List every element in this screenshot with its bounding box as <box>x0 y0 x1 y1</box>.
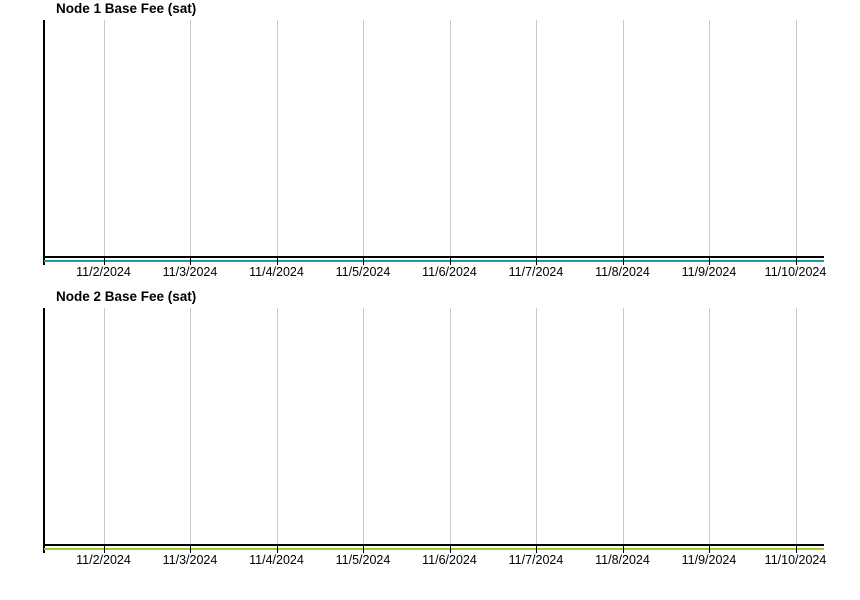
vertical-gridline <box>363 20 364 256</box>
x-axis-tick <box>709 256 710 265</box>
x-axis-label: 11/3/2024 <box>162 265 218 279</box>
x-axis-tick <box>363 256 364 265</box>
x-axis-label: 11/5/2024 <box>335 265 391 279</box>
vertical-gridline <box>709 308 710 544</box>
x-axis-tick <box>622 544 624 553</box>
vertical-gridline <box>103 308 105 544</box>
vertical-gridline <box>276 20 278 256</box>
y-axis-line <box>43 308 45 553</box>
vertical-gridline <box>795 308 797 544</box>
x-axis-label: 11/3/2024 <box>162 553 218 567</box>
x-axis-label: 11/6/2024 <box>422 265 477 279</box>
x-axis-label: 11/4/2024 <box>249 553 304 567</box>
x-axis-tick <box>103 256 105 265</box>
x-axis-label: 11/7/2024 <box>508 553 564 567</box>
x-axis-line <box>43 544 824 546</box>
x-axis-label: 11/4/2024 <box>249 265 304 279</box>
vertical-gridline <box>622 20 624 256</box>
node2-base-fee-chart: Node 2 Base Fee (sat) 11/2/2024 11/3/2024… <box>0 288 860 576</box>
x-axis-tick <box>536 544 537 553</box>
x-axis-label: 11/7/2024 <box>508 265 564 279</box>
vertical-gridline <box>103 20 105 256</box>
node1-base-fee-chart: Node 1 Base Fee (sat) 11/2/2024 11/3/2024… <box>0 0 860 288</box>
x-axis-tick <box>190 544 191 553</box>
x-axis-tick <box>103 544 105 553</box>
chart-title: Node 2 Base Fee (sat) <box>56 289 197 304</box>
x-axis-label: 11/2/2024 <box>76 553 131 567</box>
vertical-gridline <box>190 308 191 544</box>
vertical-gridline <box>363 308 364 544</box>
x-axis-tick <box>276 544 278 553</box>
x-axis-label: 11/9/2024 <box>681 553 737 567</box>
y-axis-line <box>43 20 45 265</box>
x-axis-tick <box>795 256 797 265</box>
vertical-gridline <box>536 308 537 544</box>
vertical-gridline <box>449 308 451 544</box>
vertical-gridline <box>449 20 451 256</box>
series-line-node1 <box>44 259 824 262</box>
vertical-gridline <box>709 20 710 256</box>
x-axis-tick <box>795 544 797 553</box>
vertical-gridline <box>622 308 624 544</box>
x-axis-tick <box>276 256 278 265</box>
x-axis-tick <box>190 256 191 265</box>
x-axis-tick <box>622 256 624 265</box>
series-line-node2 <box>44 547 824 550</box>
x-axis-label: 11/9/2024 <box>681 265 737 279</box>
x-axis-label: 11/10/2024 <box>764 265 827 279</box>
x-axis-tick <box>363 544 364 553</box>
x-axis-tick <box>709 544 710 553</box>
x-axis-line <box>43 256 824 258</box>
vertical-gridline <box>536 20 537 256</box>
vertical-gridline <box>276 308 278 544</box>
x-axis-tick <box>449 256 451 265</box>
x-axis-tick <box>449 544 451 553</box>
x-axis-label: 11/6/2024 <box>422 553 477 567</box>
chart-title: Node 1 Base Fee (sat) <box>56 1 197 16</box>
x-axis-label: 11/10/2024 <box>764 553 827 567</box>
x-axis-label: 11/5/2024 <box>335 553 391 567</box>
vertical-gridline <box>190 20 191 256</box>
x-axis-tick <box>536 256 537 265</box>
vertical-gridline <box>795 20 797 256</box>
x-axis-label: 11/2/2024 <box>76 265 131 279</box>
x-axis-label: 11/8/2024 <box>595 553 650 567</box>
x-axis-label: 11/8/2024 <box>595 265 650 279</box>
